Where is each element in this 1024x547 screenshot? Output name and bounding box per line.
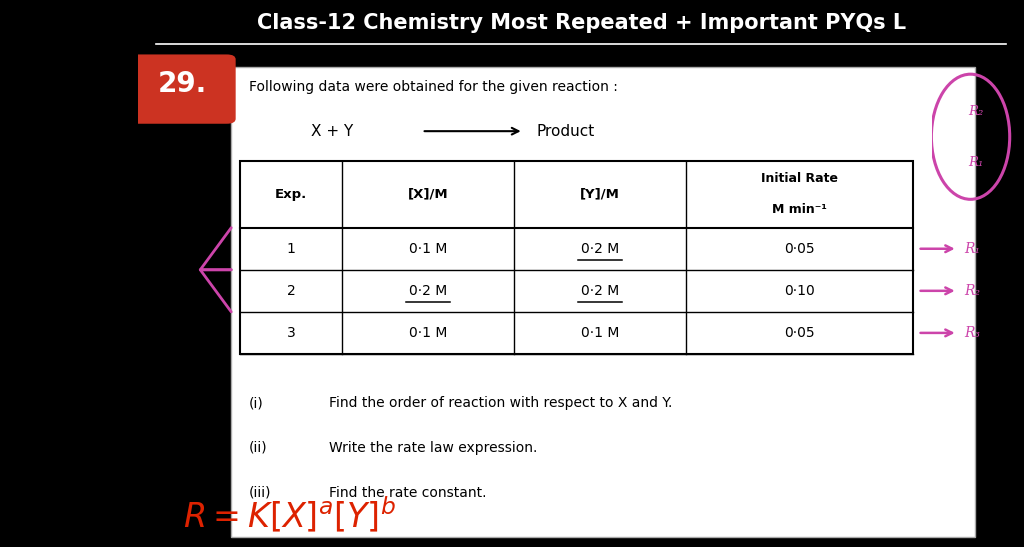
Text: 0·1 M: 0·1 M (581, 326, 620, 340)
Text: X + Y: X + Y (311, 124, 353, 139)
FancyBboxPatch shape (231, 67, 975, 537)
Text: R₃: R₃ (965, 326, 981, 340)
Text: Following data were obtained for the given reaction :: Following data were obtained for the giv… (249, 80, 617, 94)
Text: Write the rate law expression.: Write the rate law expression. (329, 441, 537, 455)
Text: [X]/M: [X]/M (408, 188, 449, 201)
Text: 2: 2 (287, 284, 295, 298)
Text: (ii): (ii) (249, 441, 267, 455)
Text: 0·2 M: 0·2 M (581, 242, 620, 256)
Text: Class-12 Chemistry Most Repeated + Important PYQs L: Class-12 Chemistry Most Repeated + Impor… (257, 13, 905, 33)
Text: Initial Rate: Initial Rate (761, 172, 839, 185)
Text: 0·05: 0·05 (784, 242, 815, 256)
Text: 0·2 M: 0·2 M (581, 284, 620, 298)
Text: R₂: R₂ (965, 284, 981, 298)
Text: Find the order of reaction with respect to X and Y.: Find the order of reaction with respect … (329, 397, 672, 410)
Text: $\mathit{R = K[X]^a[Y]^b}$: $\mathit{R = K[X]^a[Y]^b}$ (183, 494, 396, 534)
Text: 3: 3 (287, 326, 295, 340)
Text: 1: 1 (287, 242, 295, 256)
Text: Find the rate constant.: Find the rate constant. (329, 486, 486, 499)
Text: Product: Product (537, 124, 595, 139)
Bar (240, 161, 913, 354)
Text: [Y]/M: [Y]/M (581, 188, 621, 201)
Text: R₂: R₂ (969, 104, 984, 118)
FancyBboxPatch shape (129, 55, 236, 124)
Text: R₁: R₁ (965, 242, 981, 256)
Text: (iii): (iii) (249, 486, 271, 499)
Text: Exp.: Exp. (274, 188, 307, 201)
Text: 0·10: 0·10 (784, 284, 815, 298)
Text: M min⁻¹: M min⁻¹ (772, 202, 827, 216)
Text: R₁: R₁ (969, 156, 984, 169)
Text: 0·1 M: 0·1 M (409, 326, 447, 340)
Text: 0·1 M: 0·1 M (409, 242, 447, 256)
Text: (i): (i) (249, 397, 264, 410)
Text: 0·2 M: 0·2 M (409, 284, 447, 298)
Text: 29.: 29. (158, 70, 207, 98)
Text: 0·05: 0·05 (784, 326, 815, 340)
